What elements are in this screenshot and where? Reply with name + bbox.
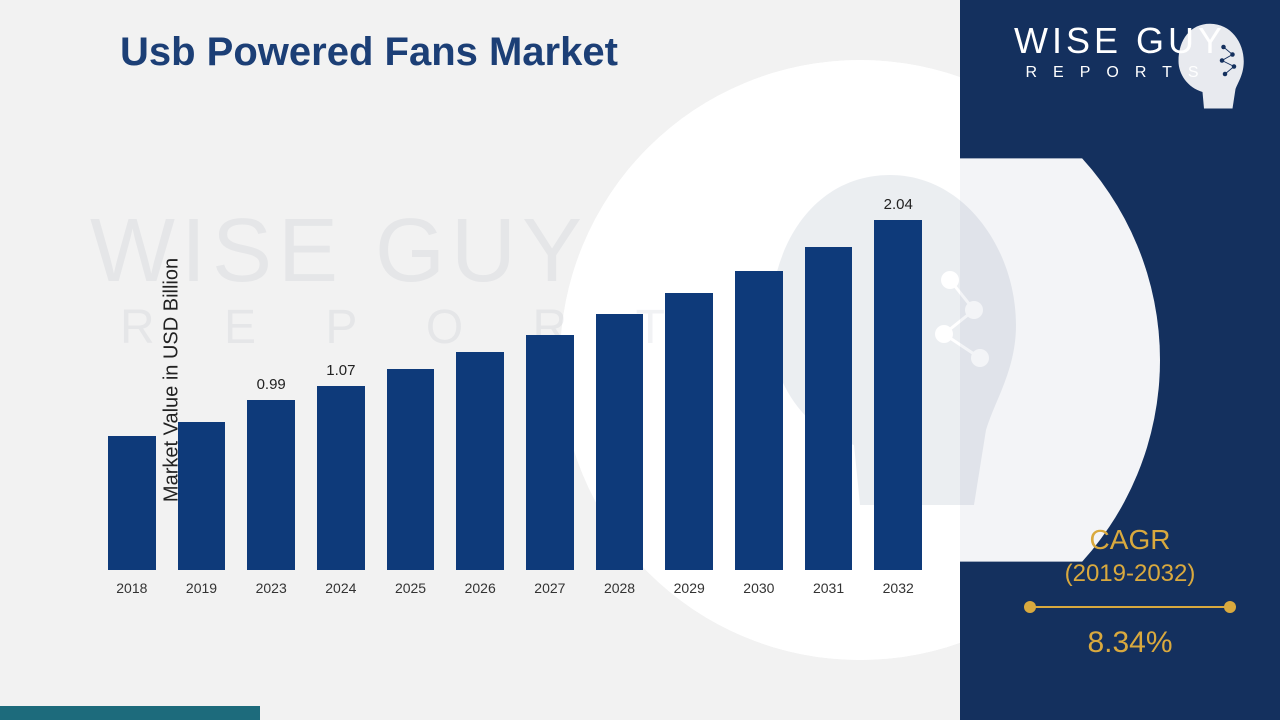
brand-logo: WISE GUY REPORTS	[980, 20, 1260, 82]
bar	[526, 335, 574, 570]
x-tick-label: 2028	[596, 570, 644, 610]
cagr-label: CAGR	[1010, 524, 1250, 556]
x-tick-label: 2026	[456, 570, 504, 610]
x-tick-label: 2030	[735, 570, 783, 610]
bar-column: 2.04	[874, 196, 922, 571]
bar-column: 1.07	[317, 362, 365, 570]
bar	[317, 386, 365, 570]
bar	[735, 271, 783, 570]
bar	[805, 247, 853, 570]
bar-column	[178, 398, 226, 570]
x-tick-label: 2018	[108, 570, 156, 610]
market-infographic: Usb Powered Fans Market WISE GUY REPORTS…	[0, 0, 1280, 720]
bar-column	[596, 290, 644, 570]
bar-value-label: 2.04	[884, 196, 913, 214]
cagr-block: CAGR (2019-2032) 8.34%	[1010, 524, 1250, 660]
logo-head-icon	[1170, 20, 1250, 110]
bar	[596, 314, 644, 570]
bar-column	[805, 223, 853, 570]
x-tick-label: 2027	[526, 570, 574, 610]
bar-column	[665, 269, 713, 570]
x-tick-label: 2024	[317, 570, 365, 610]
bar-column	[456, 328, 504, 570]
bar-column: 0.99	[247, 376, 295, 570]
x-axis-labels: 2018 2019 2023 2024 2025 2026 2027 2028 2029 2030…	[100, 570, 930, 610]
plot-area: 0.99 1.07 2.04	[100, 150, 930, 570]
x-tick-label: 2032	[874, 570, 922, 610]
accent-bar	[0, 706, 260, 720]
bar	[874, 220, 922, 571]
cagr-period: (2019-2032)	[1010, 560, 1250, 588]
cagr-divider	[1030, 606, 1230, 608]
bar-container: 0.99 1.07 2.04	[100, 150, 930, 570]
bar-value-label: 0.99	[257, 376, 286, 394]
bar-column	[735, 247, 783, 570]
bar-chart: Market Value in USD Billion 0.991.072.04…	[60, 150, 930, 610]
bar	[387, 369, 435, 570]
bar	[247, 400, 295, 570]
x-tick-label: 2023	[247, 570, 295, 610]
bar	[665, 293, 713, 570]
bar-column	[387, 345, 435, 570]
x-tick-label: 2029	[665, 570, 713, 610]
x-tick-label: 2025	[387, 570, 435, 610]
chart-title: Usb Powered Fans Market	[120, 30, 618, 75]
bar	[178, 422, 226, 570]
bar	[108, 436, 156, 570]
bar-column	[108, 412, 156, 570]
x-tick-label: 2019	[178, 570, 226, 610]
bar	[456, 352, 504, 570]
cagr-value: 8.34%	[1010, 626, 1250, 660]
x-tick-label: 2031	[805, 570, 853, 610]
bar-column	[526, 311, 574, 570]
bar-value-label: 1.07	[326, 362, 355, 380]
